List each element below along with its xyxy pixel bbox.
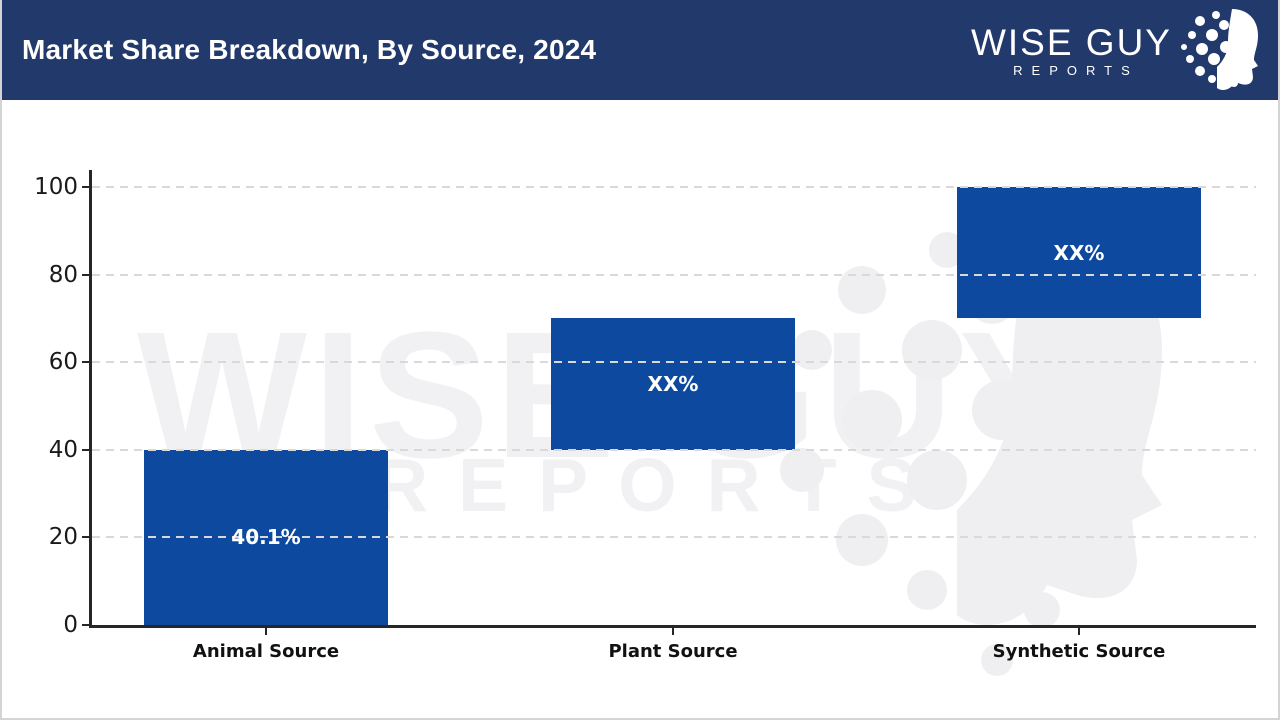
logo-wordmark: WISE GUY — [970, 21, 1172, 63]
y-tick-40 — [82, 448, 90, 451]
y-tick-20 — [82, 536, 90, 539]
y-tick-label-20: 20 — [48, 524, 78, 551]
gridline-40 — [92, 448, 1256, 451]
y-tick-100 — [82, 186, 90, 188]
logo-subtitle: REPORTS — [1013, 62, 1139, 78]
y-tick-label-40: 40 — [48, 436, 78, 463]
bar-chart: WISE GUY REPORTS 40.1% XX% XX% 0 20 40 60 80 100… — [2, 100, 1280, 720]
y-tick-label-0: 0 — [63, 612, 78, 638]
watermark-subtitle: REPORTS — [374, 443, 947, 527]
wise-guy-reports-logo: WISE GUY REPORTS — [971, 7, 1260, 93]
page-title: Market Share Breakdown, By Source, 2024 — [22, 34, 597, 65]
x-tick-synthetic-source — [1078, 628, 1080, 635]
gridline-60 — [92, 361, 1256, 364]
x-category-label-plant-source: Plant Source — [608, 641, 738, 662]
logo-face-icon — [1181, 9, 1258, 90]
gridline-100 — [92, 186, 1256, 188]
x-category-label-animal-source: Animal Source — [192, 641, 340, 662]
y-tick-0 — [82, 624, 90, 626]
y-tick-label-60: 60 — [48, 349, 78, 376]
bar-plant-source — [551, 318, 795, 450]
gridline-20 — [92, 536, 1256, 539]
x-category-label-synthetic-source: Synthetic Source — [992, 641, 1166, 662]
y-tick-label-80: 80 — [48, 261, 78, 288]
y-tick-label-100: 100 — [34, 174, 78, 200]
y-tick-80 — [82, 273, 90, 276]
x-tick-animal-source — [265, 628, 267, 635]
y-axis-line — [89, 170, 92, 627]
header-bar: Market Share Breakdown, By Source, 2024 … — [2, 0, 1278, 100]
y-tick-60 — [82, 361, 90, 364]
logo-text: WISE GUY REPORTS — [971, 24, 1172, 77]
bar-synthetic-source — [957, 187, 1201, 319]
gridline-80 — [92, 273, 1256, 276]
x-tick-plant-source — [672, 628, 674, 635]
x-axis-line — [89, 625, 1256, 628]
